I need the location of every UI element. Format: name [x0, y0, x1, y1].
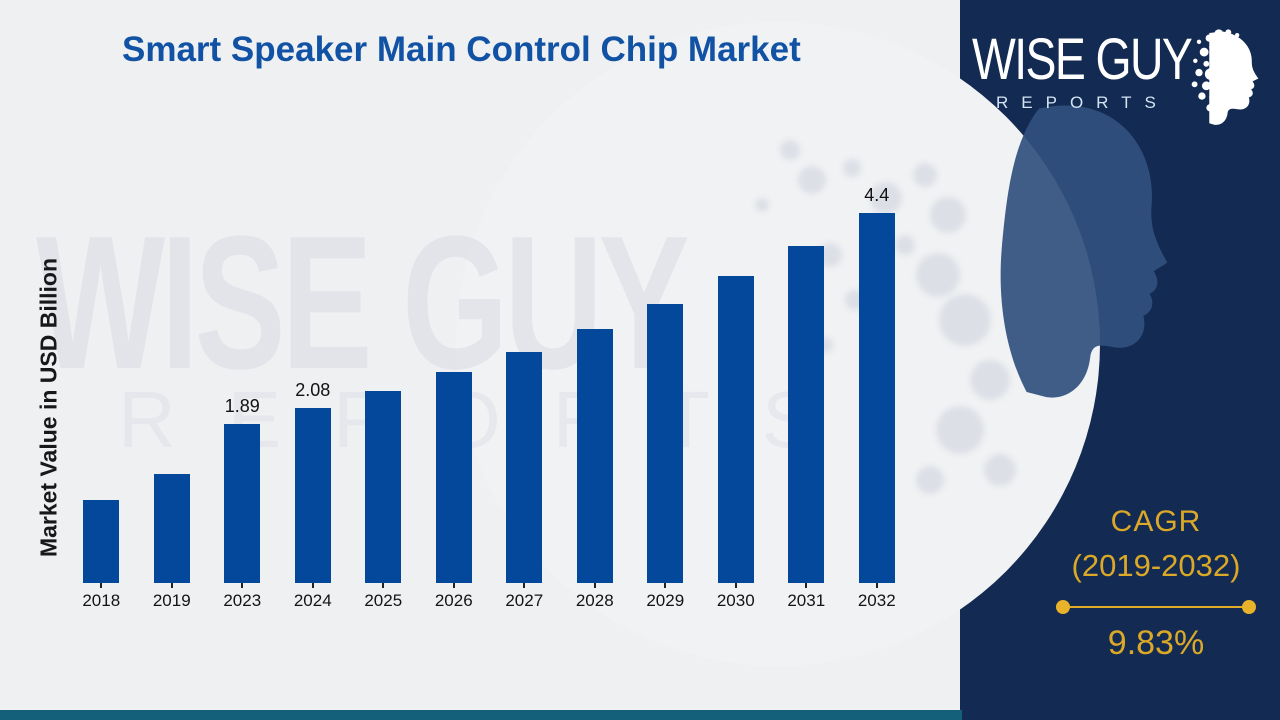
bar-2032	[858, 213, 895, 583]
x-axis-label: 2023	[223, 591, 262, 610]
x-axis-label: 2030	[716, 591, 755, 610]
x-axis-tick	[170, 583, 173, 588]
x-axis-tick	[734, 583, 737, 588]
bar-2023	[224, 424, 261, 583]
bar-2026	[435, 372, 472, 583]
bar-2027	[506, 352, 543, 583]
cagr-label: CAGR	[1110, 505, 1202, 538]
bar-value-label: 1.89	[224, 396, 260, 416]
x-axis-tick	[593, 583, 596, 588]
x-axis-tick	[664, 583, 667, 588]
face-profile-dots-icon	[1191, 29, 1259, 125]
bar-area: 4.4	[842, 185, 913, 583]
bar-column: 4.4 2032	[842, 185, 913, 613]
bar-value-label: 4.4	[864, 185, 890, 205]
decor-dot	[913, 163, 937, 187]
line-endpoint-dot	[1056, 600, 1070, 614]
x-axis-label: 2025	[364, 591, 403, 610]
bar-area: 2.08	[278, 203, 349, 583]
decor-dot	[798, 166, 826, 194]
bar-area	[419, 203, 490, 583]
line-endpoint-dot	[1242, 600, 1256, 614]
x-axis-tick	[100, 583, 103, 588]
x-axis-label: 2031	[787, 591, 826, 610]
bar-column: 2026	[419, 203, 490, 613]
wise-guy-logo: WISE GUY REPORTS	[972, 27, 1272, 125]
bar-2029	[647, 304, 684, 583]
cagr-range: (2019-2032)	[1071, 548, 1241, 583]
bar-area	[137, 203, 208, 583]
bar-column: 2031	[771, 203, 842, 613]
bar-area	[560, 203, 631, 583]
decor-dot	[916, 253, 960, 297]
decor-dot	[780, 140, 800, 160]
x-axis-tick	[452, 583, 455, 588]
x-axis-tick	[382, 583, 385, 588]
bar-area: 1.89	[207, 203, 278, 583]
bar-column: 2018	[66, 203, 137, 613]
bar-2025	[365, 391, 402, 583]
bar-column: 2025	[348, 203, 419, 613]
bar-2019	[153, 474, 190, 583]
bar-column: 1.89 2023	[207, 203, 278, 613]
x-axis-label: 2026	[434, 591, 473, 610]
cagr-value: 9.83%	[1107, 624, 1205, 662]
bar-value-label: 2.08	[295, 380, 331, 400]
x-axis-label: 2032	[857, 591, 896, 610]
x-axis-tick	[805, 583, 808, 588]
logo-sub-text: REPORTS	[996, 92, 1169, 112]
decor-dot	[930, 197, 966, 233]
decor-dot	[939, 294, 991, 346]
decor-dot	[843, 159, 861, 177]
bar-area	[66, 203, 137, 583]
bar-chart: 2018 2019 1.89 2023 2.08 2024 2025 2026 2027 2028…	[66, 185, 913, 613]
bar-area	[701, 203, 772, 583]
x-axis-tick	[241, 583, 244, 588]
x-axis-tick	[311, 583, 314, 588]
x-axis-tick	[523, 583, 526, 588]
decor-dot	[936, 406, 984, 454]
x-axis-label: 2028	[575, 591, 614, 610]
decor-dot	[916, 466, 944, 494]
bar-column: 2019	[137, 203, 208, 613]
decor-dot	[984, 454, 1016, 486]
cagr-divider-line	[1056, 600, 1256, 614]
cagr-block: CAGR (2019-2032) 9.83%	[1038, 505, 1274, 663]
bar-column: 2030	[701, 203, 772, 613]
bottom-accent-strip	[0, 710, 962, 720]
x-axis-label: 2018	[82, 591, 121, 610]
x-axis-label: 2027	[505, 591, 544, 610]
decor-dot	[755, 198, 769, 212]
decor-dot	[895, 235, 915, 255]
decor-dot	[870, 182, 902, 214]
y-axis-label: Market Value in USD Billion	[35, 257, 62, 558]
bar-2028	[576, 329, 613, 583]
background-circle	[456, 22, 1100, 666]
x-axis-label: 2019	[152, 591, 191, 610]
x-axis-label: 2024	[293, 591, 332, 610]
bar-area	[348, 203, 419, 583]
bar-area	[630, 203, 701, 583]
bar-column: 2028	[560, 203, 631, 613]
bar-area	[771, 203, 842, 583]
bar-column: 2.08 2024	[278, 203, 349, 613]
x-axis-tick	[875, 583, 878, 588]
bar-column: 2029	[630, 203, 701, 613]
decor-dot	[970, 360, 1010, 400]
face-silhouette	[1000, 105, 1168, 398]
bar-area	[489, 203, 560, 583]
bar-2024	[294, 408, 331, 583]
logo-brand-text: WISE GUY	[972, 27, 1193, 92]
bar-2030	[717, 276, 754, 583]
x-axis-label: 2029	[646, 591, 685, 610]
bar-column: 2027	[489, 203, 560, 613]
page-title: Smart Speaker Main Control Chip Market	[122, 30, 801, 69]
bar-2018	[83, 500, 120, 583]
bar-2031	[788, 246, 825, 583]
